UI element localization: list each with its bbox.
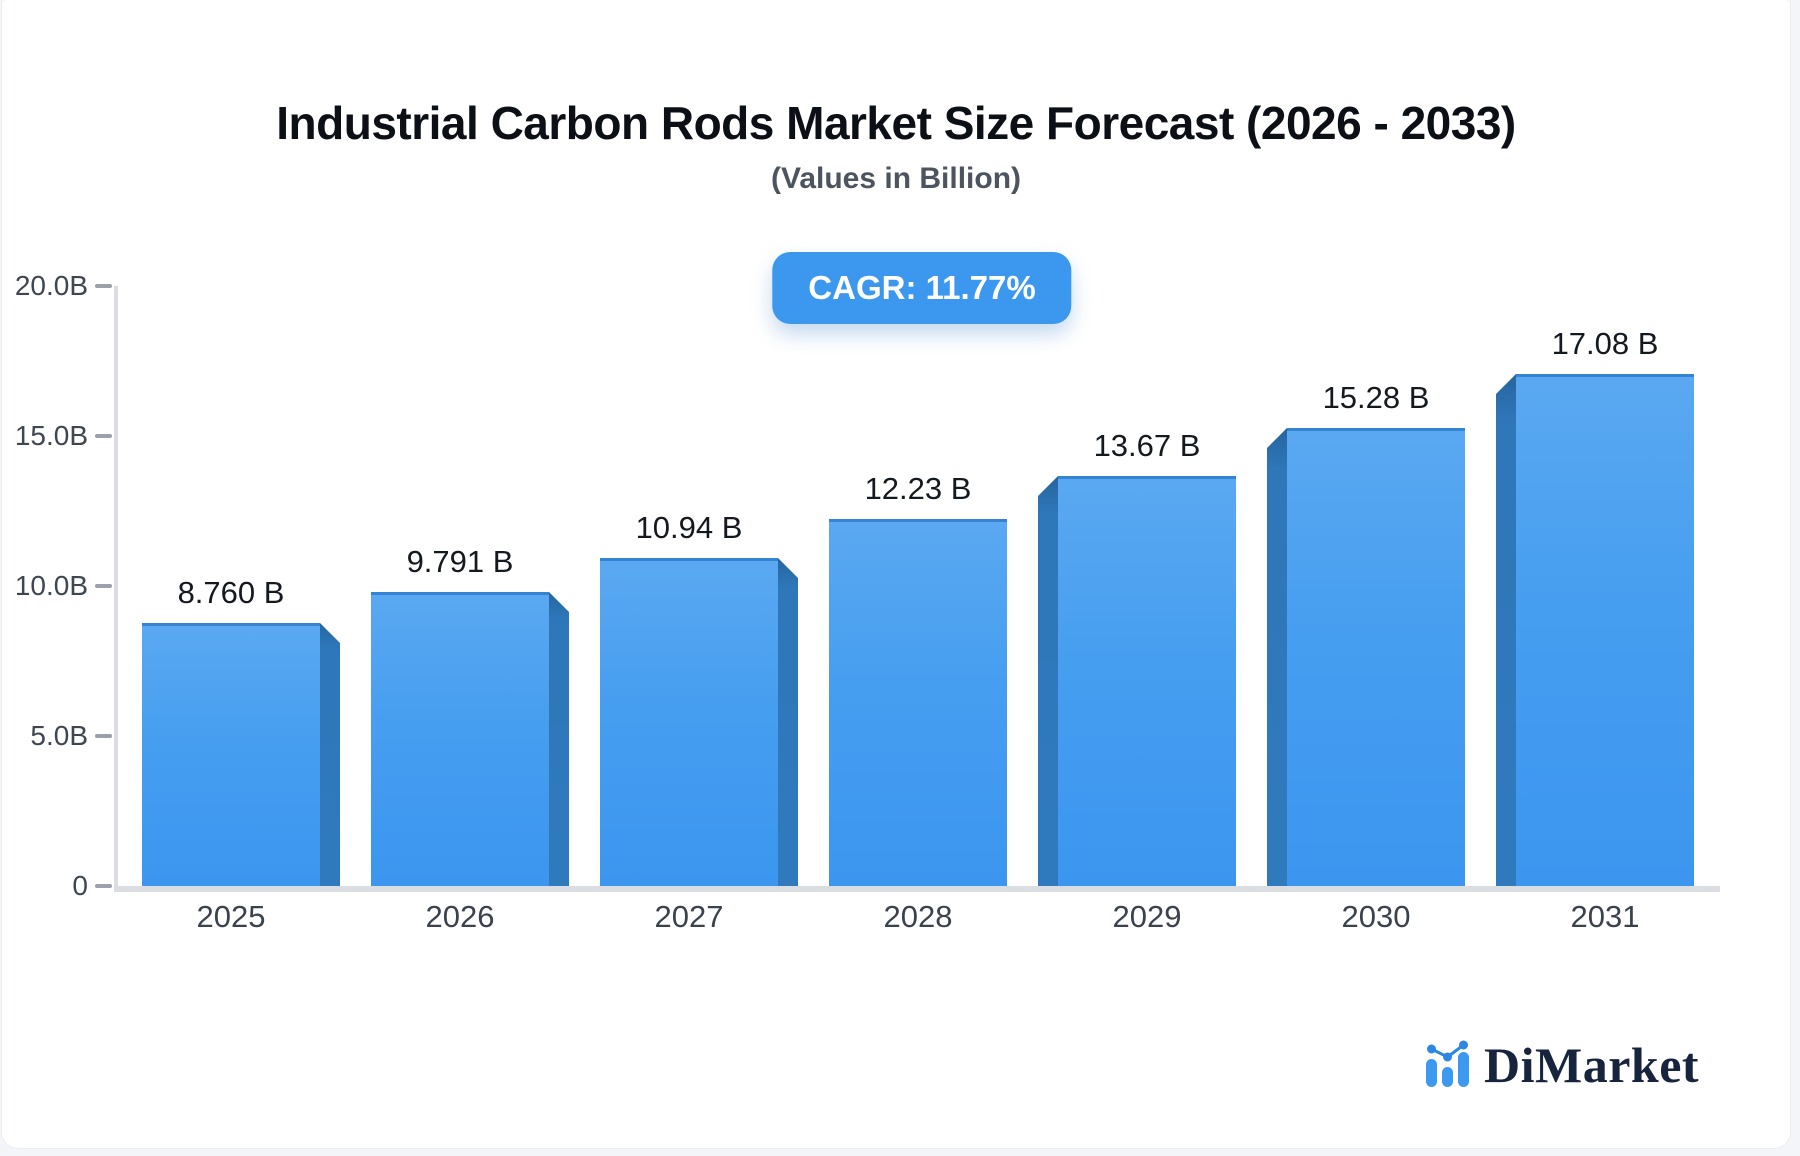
bar-2028: [829, 519, 1007, 886]
bar-2029: [1038, 476, 1236, 886]
bar-face: [1058, 476, 1236, 886]
bar-2030: [1267, 428, 1465, 886]
bar-face: [600, 558, 778, 886]
bar-value-label: 17.08 B: [1551, 326, 1659, 361]
y-axis-tick-label: 0: [72, 870, 88, 901]
bar-face: [371, 592, 549, 886]
bar-value-label: 8.760 B: [177, 575, 285, 610]
dimarket-logo-text: DiMarket: [1484, 1037, 1700, 1093]
bar-value-label: 13.67 B: [1093, 428, 1201, 463]
x-axis-label: 2029: [1112, 899, 1182, 934]
x-axis-label: 2030: [1341, 899, 1411, 934]
bar-2027: [600, 558, 798, 886]
bar-2031: [1496, 374, 1694, 886]
x-axis-label: 2026: [425, 899, 495, 934]
bar-side-3d: [320, 623, 340, 886]
bar-face: [1516, 374, 1694, 886]
bar-face: [1287, 428, 1465, 886]
y-axis-tick-label: 15.0B: [14, 420, 88, 451]
mini-bar-chart-icon: [1426, 1040, 1469, 1087]
bar-side-3d: [1267, 428, 1287, 886]
y-axis-tick-label: 5.0B: [30, 720, 88, 751]
chart-subtitle: (Values in Billion): [770, 162, 1022, 195]
bar-value-label: 9.791 B: [406, 544, 514, 579]
y-axis-tick-mark: [95, 584, 112, 588]
x-axis-line: [114, 886, 1720, 892]
y-axis-tick-mark: [95, 734, 112, 738]
bar-face: [142, 623, 320, 886]
x-axis-label: 2028: [883, 899, 953, 934]
bar-value-label: 10.94 B: [635, 510, 743, 545]
bar-face: [829, 519, 1007, 886]
x-axis-label: 2025: [196, 899, 266, 934]
bar-2026: [371, 592, 569, 886]
bar-value-label: 15.28 B: [1322, 380, 1430, 415]
y-axis-tick-mark: [95, 884, 112, 888]
bar-side-3d: [549, 592, 569, 886]
chart-title: Industrial Carbon Rods Market Size Forec…: [276, 97, 1516, 149]
bar-2025: [142, 623, 340, 886]
bar-side-3d: [1496, 374, 1516, 886]
y-axis-tick-label: 10.0B: [14, 570, 88, 601]
y-axis-tick-mark: [95, 434, 112, 438]
bar-value-label: 12.23 B: [864, 471, 972, 506]
x-axis-label: 2027: [654, 899, 724, 934]
y-axis-line: [114, 286, 118, 888]
y-axis-tick-mark: [95, 284, 112, 288]
cagr-badge: CAGR: 11.77%: [772, 252, 1072, 324]
y-axis-tick-label: 20.0B: [14, 270, 88, 301]
dimarket-logo: DiMarket: [1424, 1036, 1699, 1094]
bar-side-3d: [778, 558, 798, 886]
bar-side-3d: [1038, 476, 1058, 886]
x-axis-label: 2031: [1570, 899, 1640, 934]
